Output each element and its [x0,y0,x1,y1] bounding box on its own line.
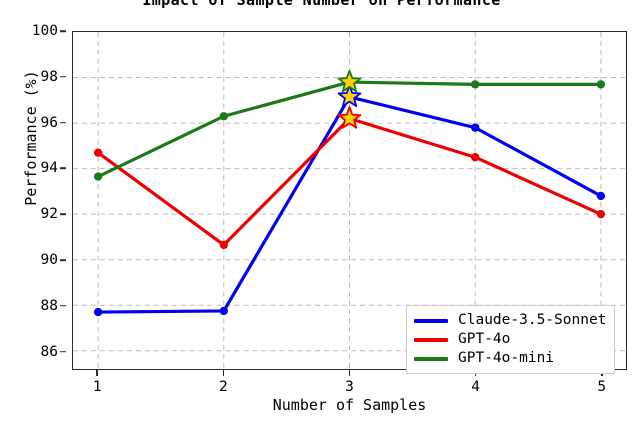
y-tick-label: 86 [40,343,58,360]
y-tick-mark [60,121,66,124]
x-tick-label: 4 [471,379,480,395]
legend-color-swatch [414,337,448,342]
y-tick-mark [60,30,66,32]
x-tick-label: 3 [345,379,354,395]
legend-label: GPT-4o [458,331,511,348]
legend-color-swatch [414,318,448,323]
legend-color-swatch [414,356,448,361]
x-tick-label: 5 [597,379,607,395]
y-axis-tick-labels: 86 88 90 92 94 96 98 100 [0,0,66,360]
y-tick-mark [60,167,66,170]
legend-item[interactable]: GPT-4o-mini [414,349,606,368]
x-axis-title: Number of Samples [272,396,427,414]
y-tick-mark [60,76,66,78]
legend-item[interactable]: Claude-3.5-Sonnet [414,311,606,330]
y-tick-label: 94 [40,160,58,177]
x-tick-label: 1 [92,379,102,395]
chart-title: Impact of Sample Number on Performance [142,0,501,9]
x-tick-mark [222,370,225,376]
data-series-layer [93,69,606,317]
y-axis-title: Performance (%) [22,70,40,206]
y-tick-mark [60,305,66,307]
y-tick-mark [60,259,66,261]
legend-label: Claude-3.5-Sonnet [458,312,607,329]
x-tick-mark [348,370,351,376]
y-tick-label: 96 [40,114,58,131]
y-tick-label: 90 [40,252,58,269]
y-tick-mark [60,350,66,353]
x-tick-mark [96,370,99,376]
y-tick-label: 92 [40,206,58,223]
x-tick-label: 2 [218,379,228,395]
y-tick-label: 100 [31,23,58,39]
y-tick-label: 98 [40,68,58,85]
legend-item[interactable]: GPT-4o [414,330,606,349]
legend-label: GPT-4o-mini [458,350,555,367]
y-tick-mark [60,213,66,216]
chart-legend: Claude-3.5-Sonnet GPT-4o GPT-4o-mini [406,305,616,374]
y-tick-label: 88 [40,297,58,314]
